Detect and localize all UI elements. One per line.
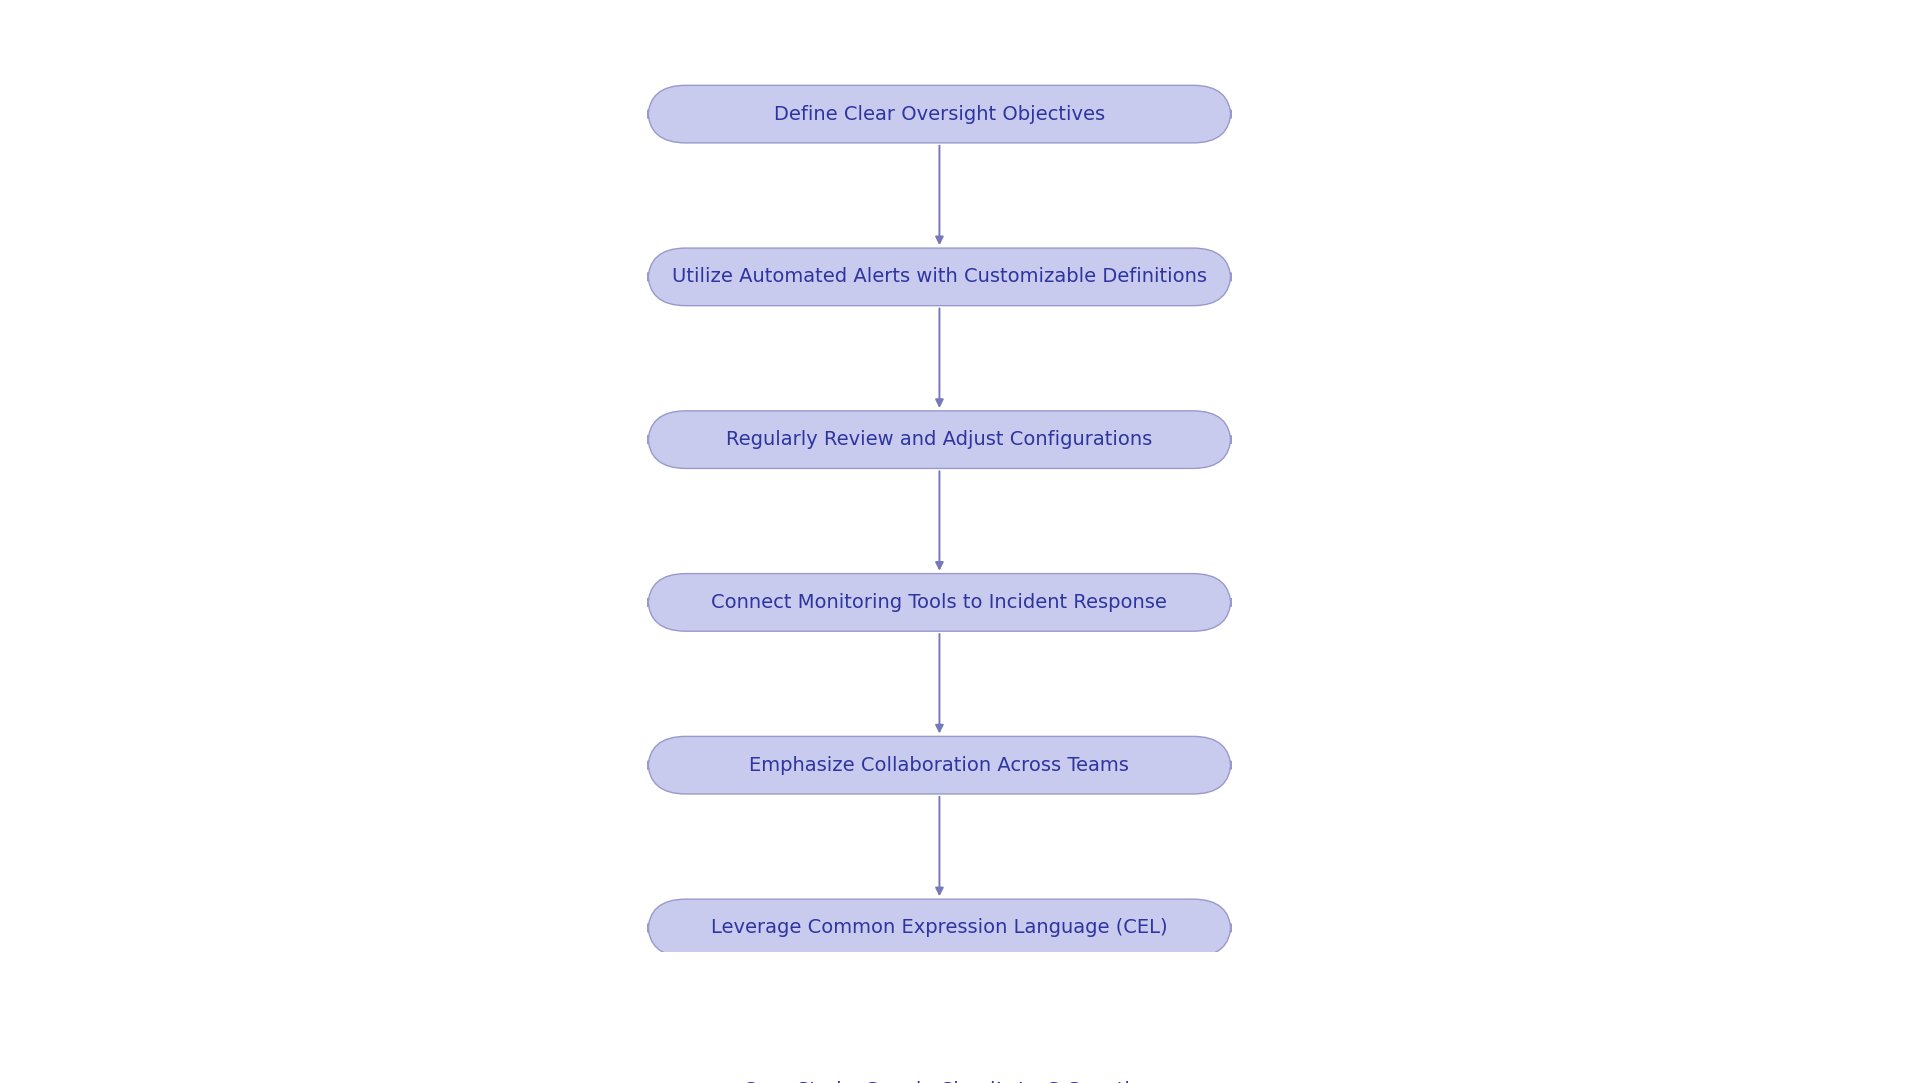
- Text: Leverage Common Expression Language (CEL): Leverage Common Expression Language (CEL…: [710, 918, 1167, 938]
- Text: Case Study: Google Cloud’s IaaS Growth: Case Study: Google Cloud’s IaaS Growth: [743, 1081, 1137, 1083]
- Text: Emphasize Collaboration Across Teams: Emphasize Collaboration Across Teams: [749, 756, 1129, 774]
- Text: Utilize Automated Alerts with Customizable Definitions: Utilize Automated Alerts with Customizab…: [672, 268, 1208, 286]
- FancyBboxPatch shape: [649, 1062, 1231, 1083]
- Text: Define Clear Oversight Objectives: Define Clear Oversight Objectives: [774, 105, 1106, 123]
- Text: Regularly Review and Adjust Configurations: Regularly Review and Adjust Configuratio…: [726, 430, 1152, 449]
- FancyBboxPatch shape: [649, 899, 1231, 956]
- FancyBboxPatch shape: [649, 86, 1231, 143]
- FancyBboxPatch shape: [649, 574, 1231, 631]
- FancyBboxPatch shape: [649, 410, 1231, 469]
- FancyBboxPatch shape: [649, 248, 1231, 305]
- FancyBboxPatch shape: [649, 736, 1231, 794]
- Text: Connect Monitoring Tools to Incident Response: Connect Monitoring Tools to Incident Res…: [712, 592, 1167, 612]
